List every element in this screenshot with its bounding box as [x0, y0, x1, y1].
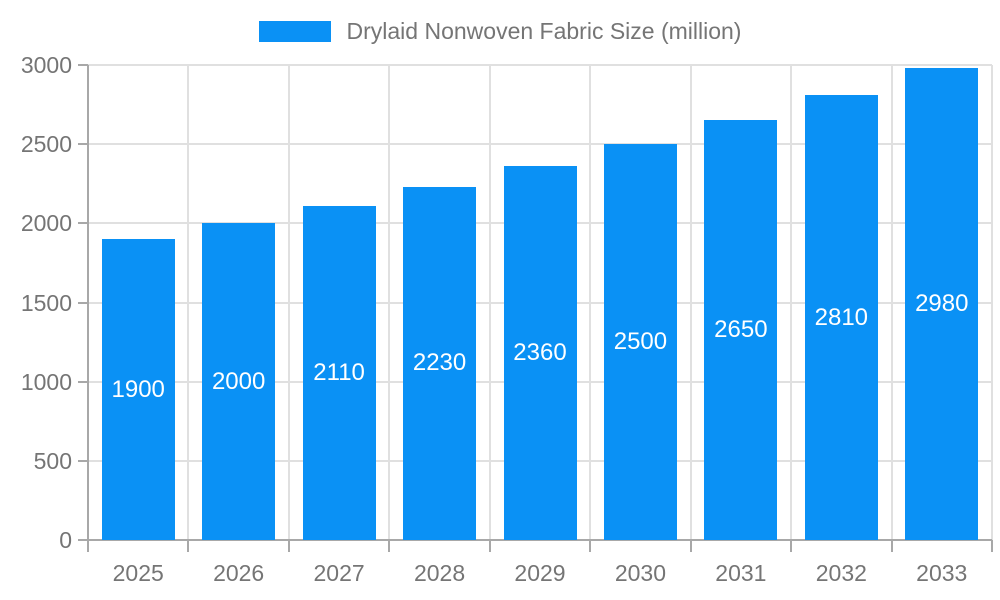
x-tick-label: 2029: [514, 560, 566, 586]
legend-swatch: [258, 21, 331, 42]
bar-value-label: 2230: [412, 349, 467, 377]
x-tick-label: 2031: [715, 560, 767, 586]
y-tick-label: 500: [33, 447, 72, 474]
x-tick-label: 2025: [112, 560, 164, 586]
bar: [302, 205, 376, 540]
bar: [804, 95, 878, 540]
bar: [101, 239, 175, 540]
y-tick-mark: [78, 301, 88, 304]
x-gridline: [488, 65, 491, 540]
x-tick-mark: [790, 540, 793, 552]
legend: Drylaid Nonwoven Fabric Size (million): [0, 18, 1000, 45]
x-gridline: [890, 65, 893, 540]
x-tick-mark: [890, 540, 893, 552]
y-tick-label: 1500: [20, 289, 72, 316]
y-gridline: [88, 143, 992, 146]
x-tick-mark: [287, 540, 290, 552]
y-axis-line: [87, 65, 89, 552]
x-gridline: [589, 65, 592, 540]
bar: [704, 120, 778, 540]
bar: [202, 223, 276, 540]
x-tick-label: 2027: [313, 560, 365, 586]
bar: [403, 186, 477, 540]
y-tick-mark: [78, 143, 88, 146]
bar: [603, 144, 677, 540]
x-tick-mark: [488, 540, 491, 552]
y-tick-label: 0: [59, 527, 72, 553]
legend-label: Drylaid Nonwoven Fabric Size (million): [346, 18, 742, 44]
bar-value-label: 2360: [513, 339, 567, 367]
y-tick-label: 1000: [20, 368, 72, 395]
bar: [905, 68, 979, 540]
x-gridline: [689, 65, 692, 540]
bar-value-label: 2810: [814, 303, 869, 331]
y-tick-mark: [78, 459, 88, 462]
y-tick-label: 2000: [20, 210, 72, 237]
x-tick-label: 2030: [614, 560, 667, 586]
x-gridline: [187, 65, 190, 540]
x-tick-mark: [187, 540, 190, 552]
x-tick-mark: [589, 540, 592, 552]
x-axis-line: [78, 539, 992, 541]
x-gridline: [287, 65, 290, 540]
x-tick-mark: [991, 540, 993, 552]
x-gridline: [790, 65, 793, 540]
x-gridline: [991, 65, 993, 540]
x-tick-label: 2032: [815, 560, 867, 586]
x-gridline: [388, 65, 391, 540]
bar-value-label: 2110: [313, 358, 365, 386]
bar-value-label: 2000: [211, 367, 266, 395]
bar-value-label: 1900: [111, 375, 165, 403]
y-tick-label: 2500: [20, 131, 72, 158]
x-tick-mark: [689, 540, 692, 552]
y-gridline: [88, 64, 992, 66]
bar-value-label: 2980: [915, 290, 969, 318]
y-tick-mark: [78, 64, 88, 66]
bar-value-label: 2500: [613, 328, 668, 356]
x-tick-label: 2028: [413, 560, 466, 586]
x-tick-mark: [388, 540, 391, 552]
y-tick-label: 3000: [20, 52, 72, 78]
bar-value-label: 2650: [714, 316, 768, 344]
bar: [503, 166, 577, 540]
x-tick-label: 2033: [916, 560, 968, 586]
y-tick-mark: [78, 380, 88, 383]
x-tick-label: 2026: [213, 560, 265, 586]
y-tick-mark: [78, 222, 88, 225]
